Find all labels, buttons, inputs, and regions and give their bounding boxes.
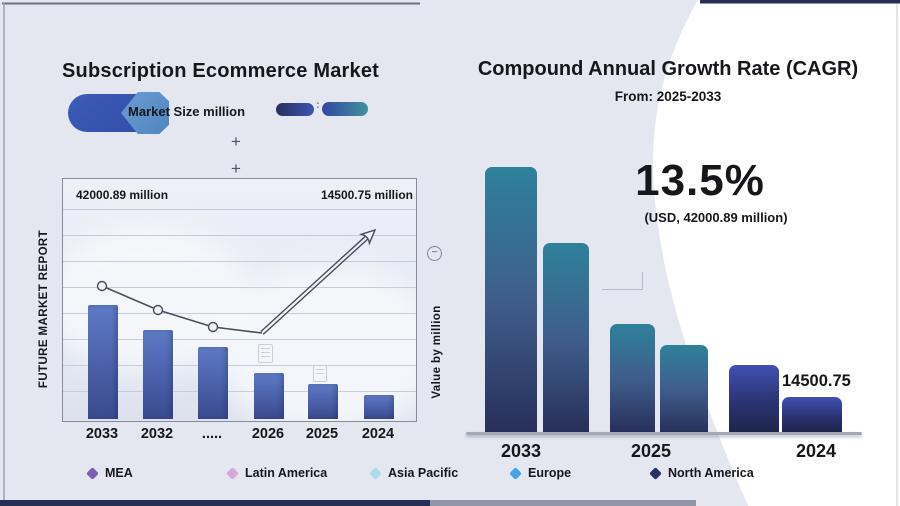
top-right-navy-strip <box>700 0 900 4</box>
gridline <box>63 287 416 288</box>
gridline <box>63 261 416 262</box>
gridline <box>63 365 416 366</box>
ghost-document-icon <box>313 365 327 382</box>
left-chart-right-axis-label: Value by million <box>431 305 443 399</box>
legend-item-asia-pacific: Asia Pacific <box>369 465 459 481</box>
legend-label: Asia Pacific <box>388 466 459 480</box>
right-chart-axis-line <box>466 432 862 435</box>
ghost-document-icon <box>258 344 273 363</box>
legend-diamond-icon <box>649 466 662 480</box>
x-axis-label-2033: 2033 <box>85 426 119 442</box>
right-annotation: 14500.75 million <box>320 188 413 202</box>
legend-label: North America <box>668 466 754 480</box>
cagr-bar-2033 <box>485 167 537 433</box>
gridline <box>63 235 416 236</box>
legend-label: Latin America <box>245 466 328 480</box>
gridline <box>63 339 416 340</box>
legend-diamond-icon <box>226 466 239 480</box>
right-chart: 14500.75 2033 2025 2024 <box>460 160 870 480</box>
cagr-value: 13.5% <box>635 156 765 205</box>
x-axis-label-2024: 2024 <box>361 426 395 442</box>
cagr-bar-2033 <box>543 243 589 433</box>
market-bar-2024 <box>364 395 394 419</box>
ratio-separator: : <box>316 99 320 111</box>
legend-label: MEA <box>105 466 133 480</box>
cagr-bar-2025 <box>610 324 655 433</box>
market-bar-..... <box>198 347 228 419</box>
right-x-axis-label-2033: 2033 <box>500 441 542 461</box>
market-bar-2032 <box>143 330 173 419</box>
legend-item-mea: MEA <box>86 465 133 481</box>
cagr-title: Compound Annual Growth Rate (CAGR) <box>477 58 859 80</box>
right-x-axis-label-2025: 2025 <box>630 441 672 461</box>
page-title: Subscription Ecommerce Market <box>62 60 380 82</box>
left-chart-y-axis-label: FUTURE MARKET REPORT <box>38 229 50 389</box>
market-bar-2026 <box>254 373 284 419</box>
legend-label: Europe <box>528 466 572 480</box>
plus-mark-top: + <box>231 132 241 151</box>
legend-item-north-america: North America <box>649 465 754 481</box>
cagr-bar-2025 <box>660 345 708 433</box>
left-chart-plot: 42000.89 million 14500.75 million <box>62 178 417 422</box>
gridline <box>63 209 416 210</box>
plus-mark-bottom: + <box>231 159 241 178</box>
gridline <box>63 391 416 392</box>
market-size-caption: Market Size million <box>128 104 246 119</box>
x-axis-label-2032: 2032 <box>140 426 174 442</box>
market-bar-2033 <box>88 305 118 419</box>
bottom-navy-strip <box>0 500 430 506</box>
x-axis-label-: ..... <box>201 426 223 442</box>
ratio-pill-right <box>322 102 368 116</box>
zoom-out-icon: − <box>427 246 442 261</box>
cagr-subtitle: From: 2025-2033 <box>614 89 722 104</box>
legend-diamond-icon <box>86 466 99 480</box>
left-chart-x-axis: 2033 2032..... 2026 2025 2024 <box>62 426 415 446</box>
left-annotation: 42000.89 million <box>76 188 169 202</box>
cagr-bar-2024 <box>729 365 779 433</box>
x-axis-label-2025: 2025 <box>305 426 339 442</box>
legend-diamond-icon <box>509 466 522 480</box>
legend-diamond-icon <box>369 466 382 480</box>
cagr-detail: (USD, 42000.89 million) <box>644 210 788 225</box>
bar-value-label: 14500.75 <box>782 372 851 390</box>
legend-item-europe: Europe <box>509 465 572 481</box>
bottom-grey-strip <box>430 500 696 506</box>
x-axis-label-2026: 2026 <box>251 426 285 442</box>
right-x-axis-label-2024: 2024 <box>795 441 837 461</box>
corner-bracket-decoration <box>602 272 643 290</box>
legend-item-latin-america: Latin America <box>226 465 328 481</box>
brand-logo <box>68 92 169 134</box>
ratio-pill-left <box>276 103 314 116</box>
cagr-bar-2024 <box>782 397 842 433</box>
white-swoosh-shape <box>653 0 900 506</box>
market-bar-2025 <box>308 384 338 419</box>
